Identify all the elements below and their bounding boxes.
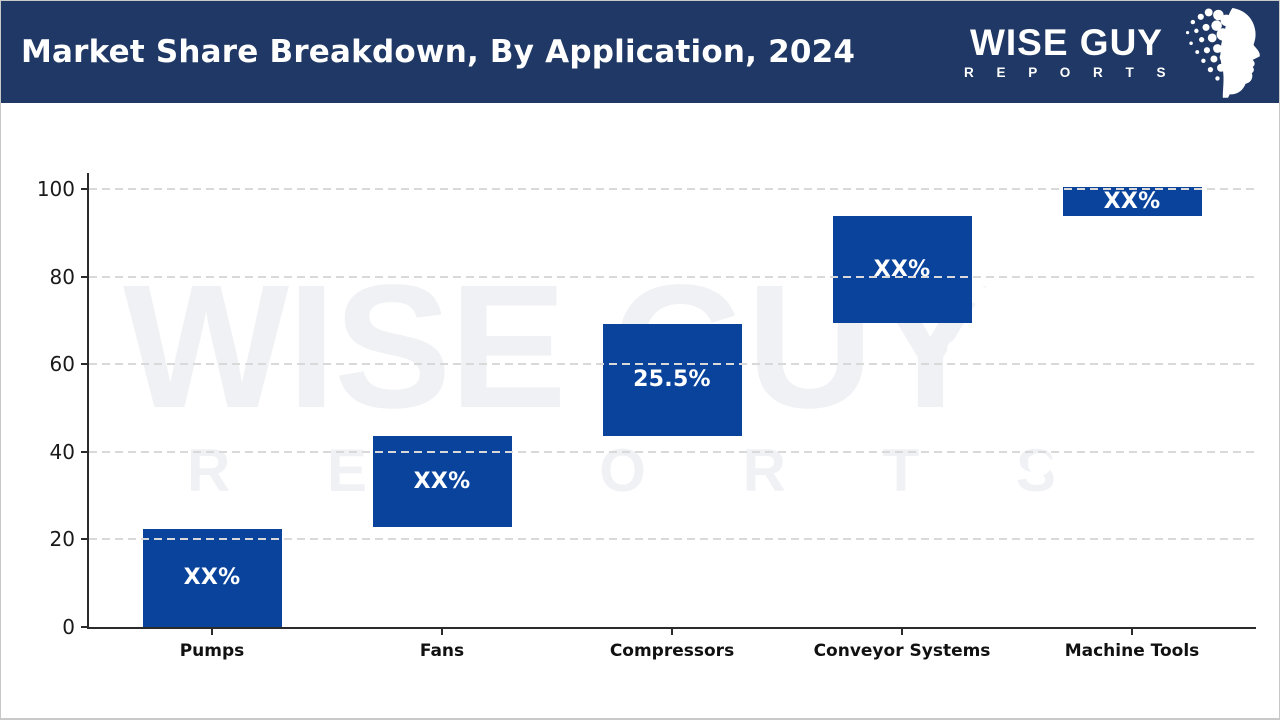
x-axis-category-label: Machine Tools <box>1064 641 1200 661</box>
waterfall-bar-fans: XX% <box>372 436 512 527</box>
y-axis-tick-label: 80 <box>49 264 75 289</box>
header-bar: Market Share Breakdown, By Application, … <box>1 1 1279 103</box>
wise-guy-reports-logo: WISE GUY R E P O R T S <box>958 5 1265 99</box>
bar-value-label: XX% <box>873 257 931 283</box>
y-axis-tick-label: 60 <box>49 352 75 377</box>
y-axis-tick-label: 0 <box>62 615 75 639</box>
x-axis-tick <box>441 627 443 635</box>
y-axis-tick <box>81 538 89 541</box>
y-axis-tick-label: 40 <box>49 439 75 464</box>
y-axis-tick-label: 100 <box>36 177 75 201</box>
y-axis-tick <box>81 626 89 628</box>
page-title: Market Share Breakdown, By Application, … <box>21 34 856 70</box>
bar-value-label: 25.5% <box>633 367 711 393</box>
y-axis-tick <box>81 450 89 453</box>
gridline-100 <box>89 188 1256 190</box>
bar-value-label: XX% <box>413 468 471 494</box>
x-axis-spine <box>87 627 1256 629</box>
y-axis-tick-label: 20 <box>49 527 75 552</box>
y-axis-tick <box>81 363 89 366</box>
chart-area: 0 20 40 60 80 100 XX% XX% 25.5% XX% XX% Pumps Fans Co… <box>1 103 1279 718</box>
x-axis-category-label: Conveyor Systems <box>813 641 991 661</box>
logo-text: WISE GUY R E P O R T S <box>958 24 1175 80</box>
gridline-60 <box>89 363 1256 366</box>
x-axis-tick <box>1131 627 1133 635</box>
gridline-40 <box>89 450 1256 453</box>
y-axis-tick <box>81 188 89 190</box>
x-axis-tick <box>211 627 213 635</box>
logo-wordmark: WISE GUY <box>969 22 1163 64</box>
bar-value-label: XX% <box>183 565 241 591</box>
waterfall-bar-machine-tools: XX% <box>1062 187 1202 216</box>
watermark-subtitle: R E P O R T S <box>187 437 1096 504</box>
x-axis-category-label: Fans <box>419 641 465 661</box>
gridline-80 <box>89 275 1256 278</box>
logo-face-icon <box>1185 8 1260 98</box>
x-axis-tick <box>671 627 673 635</box>
x-axis-category-label: Pumps <box>179 641 245 661</box>
y-axis-tick <box>81 275 89 278</box>
x-axis-tick <box>901 627 903 635</box>
waterfall-bar-conveyor-systems: XX% <box>832 216 972 323</box>
logo-subtitle: R E P O R T S <box>963 65 1175 81</box>
x-axis-category-label: Compressors <box>609 641 735 661</box>
y-axis-spine <box>87 173 89 629</box>
bar-value-label: XX% <box>1103 188 1161 214</box>
waterfall-bar-pumps: XX% <box>142 528 282 627</box>
gridline-20 <box>89 538 1256 541</box>
waterfall-bar-compressors: 25.5% <box>602 323 742 437</box>
